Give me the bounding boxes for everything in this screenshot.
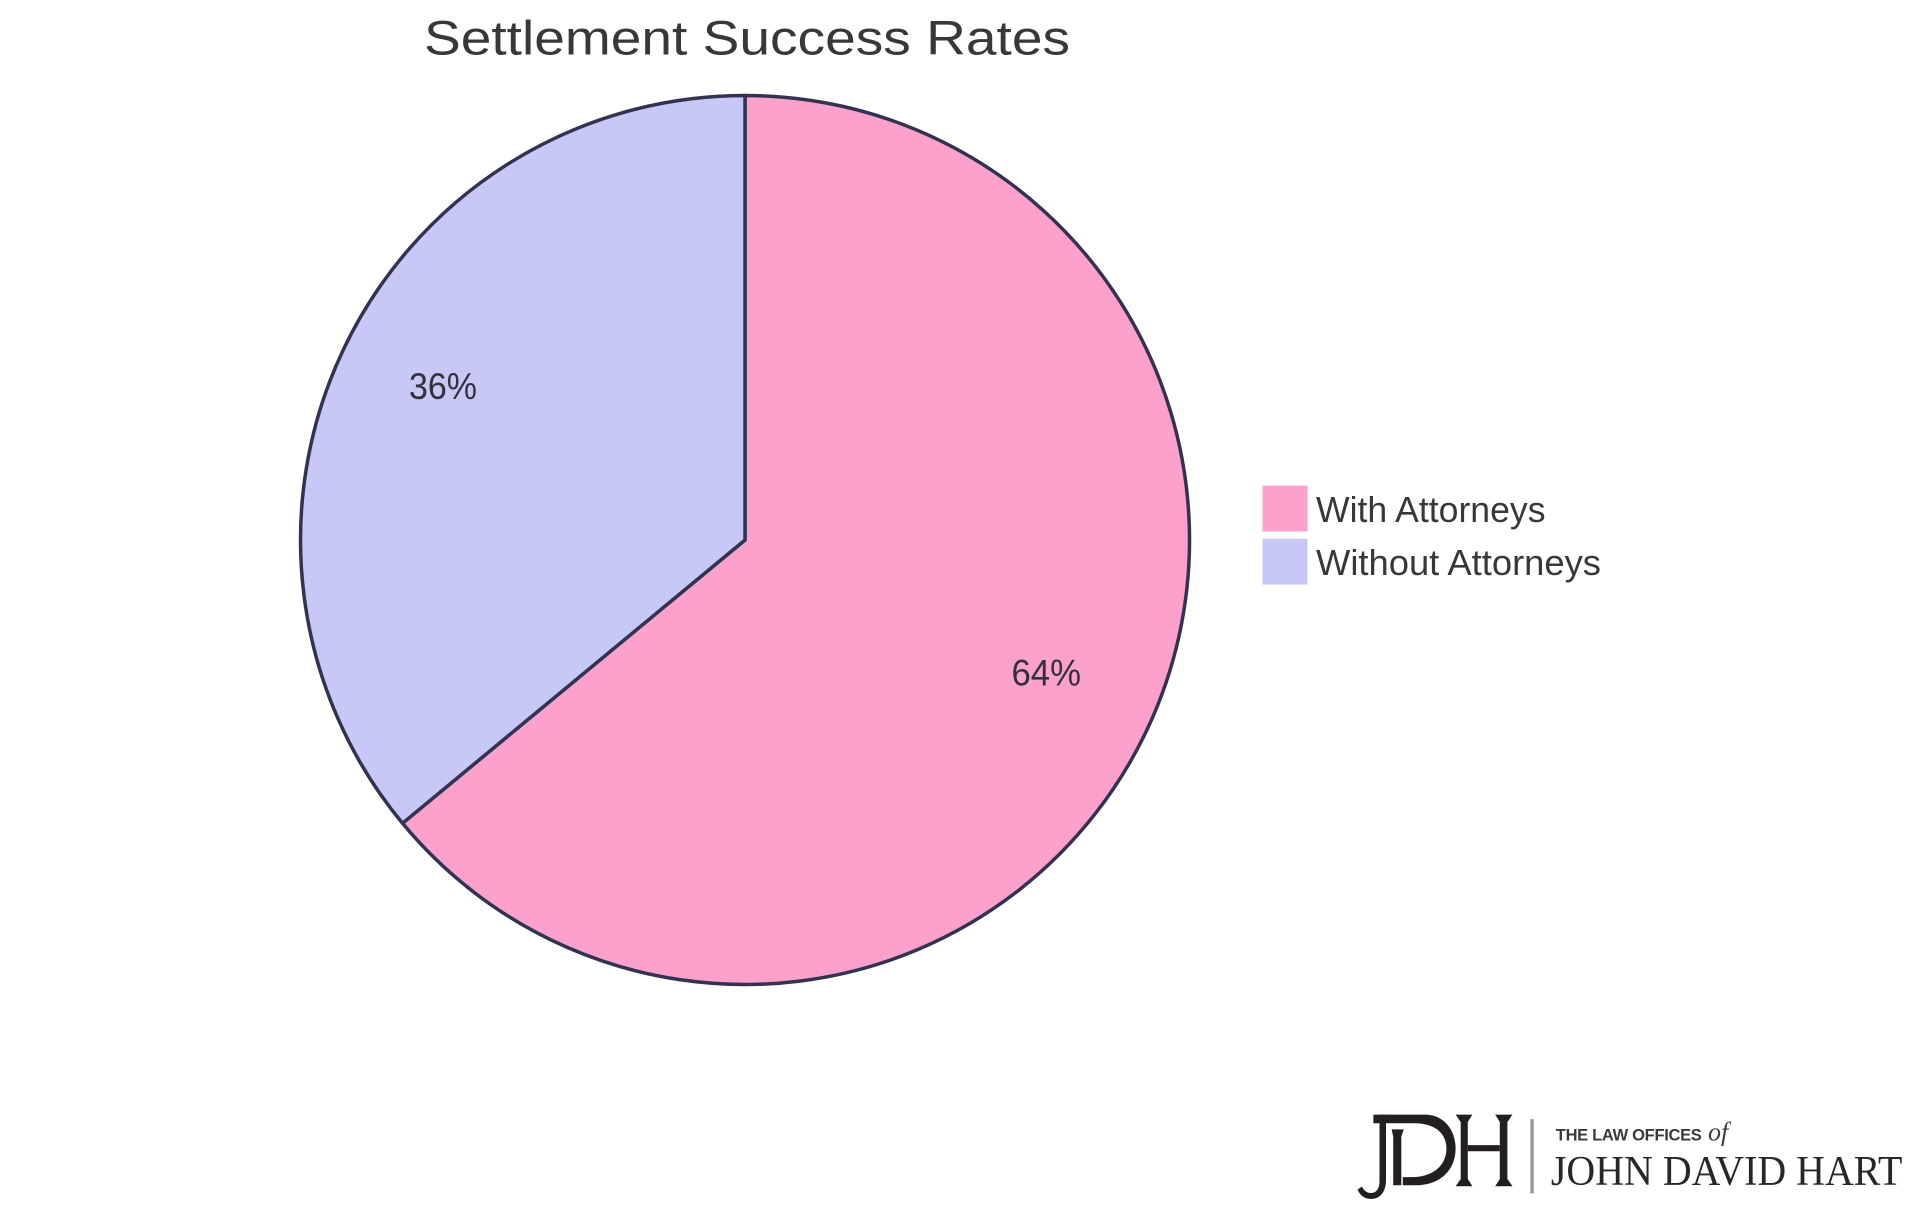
svg-text:64%: 64% — [1012, 652, 1082, 693]
svg-text:THE LAW OFFICES: THE LAW OFFICES — [1556, 1127, 1702, 1145]
svg-text:JOHN DAVID HART: JOHN DAVID HART — [1551, 1149, 1903, 1195]
svg-text:With Attorneys: With Attorneys — [1316, 489, 1546, 530]
svg-text:36%: 36% — [409, 366, 477, 407]
svg-text:Settlement Success Rates: Settlement Success Rates — [424, 13, 1070, 66]
svg-text:Without Attorneys: Without Attorneys — [1316, 542, 1601, 583]
svg-text:of: of — [1708, 1118, 1732, 1147]
